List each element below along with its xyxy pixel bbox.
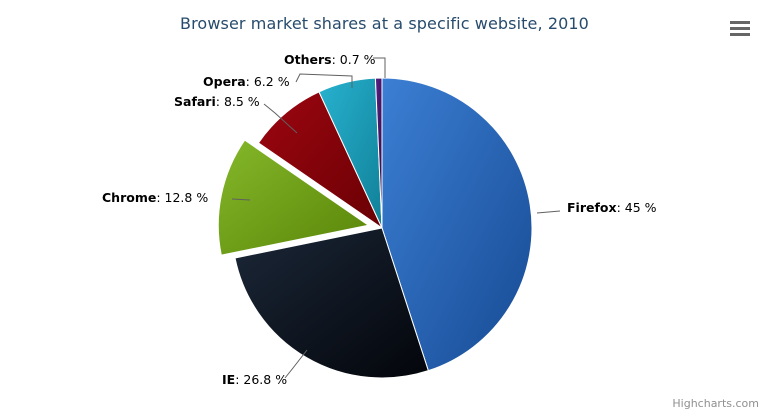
menu-bar-top xyxy=(730,21,750,24)
data-label-others-value: 0.7 % xyxy=(340,52,376,67)
connector-opera xyxy=(295,73,353,88)
connector-firefox xyxy=(536,210,561,214)
menu-bar-bottom xyxy=(730,33,750,36)
connector-ie xyxy=(284,349,308,379)
hamburger-menu-icon[interactable] xyxy=(727,16,753,40)
data-label-firefox: Firefox: 45 % xyxy=(567,200,657,215)
connector-others xyxy=(373,57,386,78)
credits-label[interactable]: Highcharts.com xyxy=(672,397,759,410)
label-connectors-group xyxy=(231,57,561,379)
chart-title: Browser market shares at a specific webs… xyxy=(180,14,589,33)
data-label-opera-value: 6.2 % xyxy=(254,74,290,89)
data-label-ie-name: IE xyxy=(222,372,235,387)
data-label-others-name: Others xyxy=(284,52,332,67)
data-label-safari: Safari: 8.5 % xyxy=(174,94,260,109)
data-label-ie: IE: 26.8 % xyxy=(222,372,287,387)
data-label-ie-value: 26.8 % xyxy=(243,372,287,387)
data-label-firefox-value: 45 % xyxy=(625,200,657,215)
data-label-chrome-name: Chrome xyxy=(102,190,156,205)
data-label-safari-value: 8.5 % xyxy=(224,94,260,109)
data-label-others: Others: 0.7 % xyxy=(284,52,376,67)
connector-chrome xyxy=(231,198,251,201)
pie-slice-others[interactable] xyxy=(374,77,383,229)
pie-slice-chrome[interactable] xyxy=(217,139,370,256)
data-label-chrome-value: 12.8 % xyxy=(165,190,209,205)
data-label-firefox-name: Firefox xyxy=(567,200,617,215)
data-label-chrome: Chrome: 12.8 % xyxy=(102,190,208,205)
data-label-opera: Opera: 6.2 % xyxy=(203,74,290,89)
menu-bar-middle xyxy=(730,27,750,30)
connector-safari xyxy=(263,103,298,134)
pie-slice-firefox[interactable] xyxy=(381,77,533,372)
data-label-safari-name: Safari xyxy=(174,94,216,109)
pie-slices-group xyxy=(217,77,533,379)
pie-slice-ie[interactable] xyxy=(234,227,429,379)
data-label-opera-name: Opera xyxy=(203,74,246,89)
